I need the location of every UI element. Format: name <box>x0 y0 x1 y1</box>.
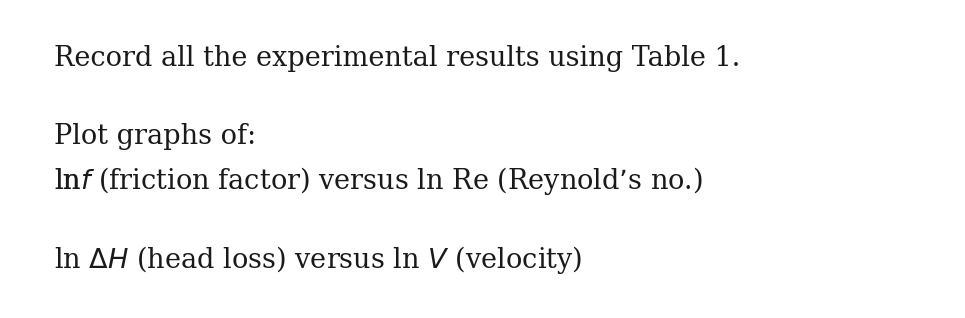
Text: Record all the experimental results using Table 1.: Record all the experimental results usin… <box>54 45 740 72</box>
Text: ln $\Delta\it{H}$ (head loss) versus ln $\it{V}$ (velocity): ln $\Delta\it{H}$ (head loss) versus ln … <box>54 244 583 276</box>
Text: Plot graphs of:: Plot graphs of: <box>54 123 257 150</box>
Text: ln$\it{f}$ (friction factor) versus ln Re (Reynold’s no.): ln$\it{f}$ (friction factor) versus ln R… <box>54 165 703 197</box>
Text: ln: ln <box>54 168 80 195</box>
